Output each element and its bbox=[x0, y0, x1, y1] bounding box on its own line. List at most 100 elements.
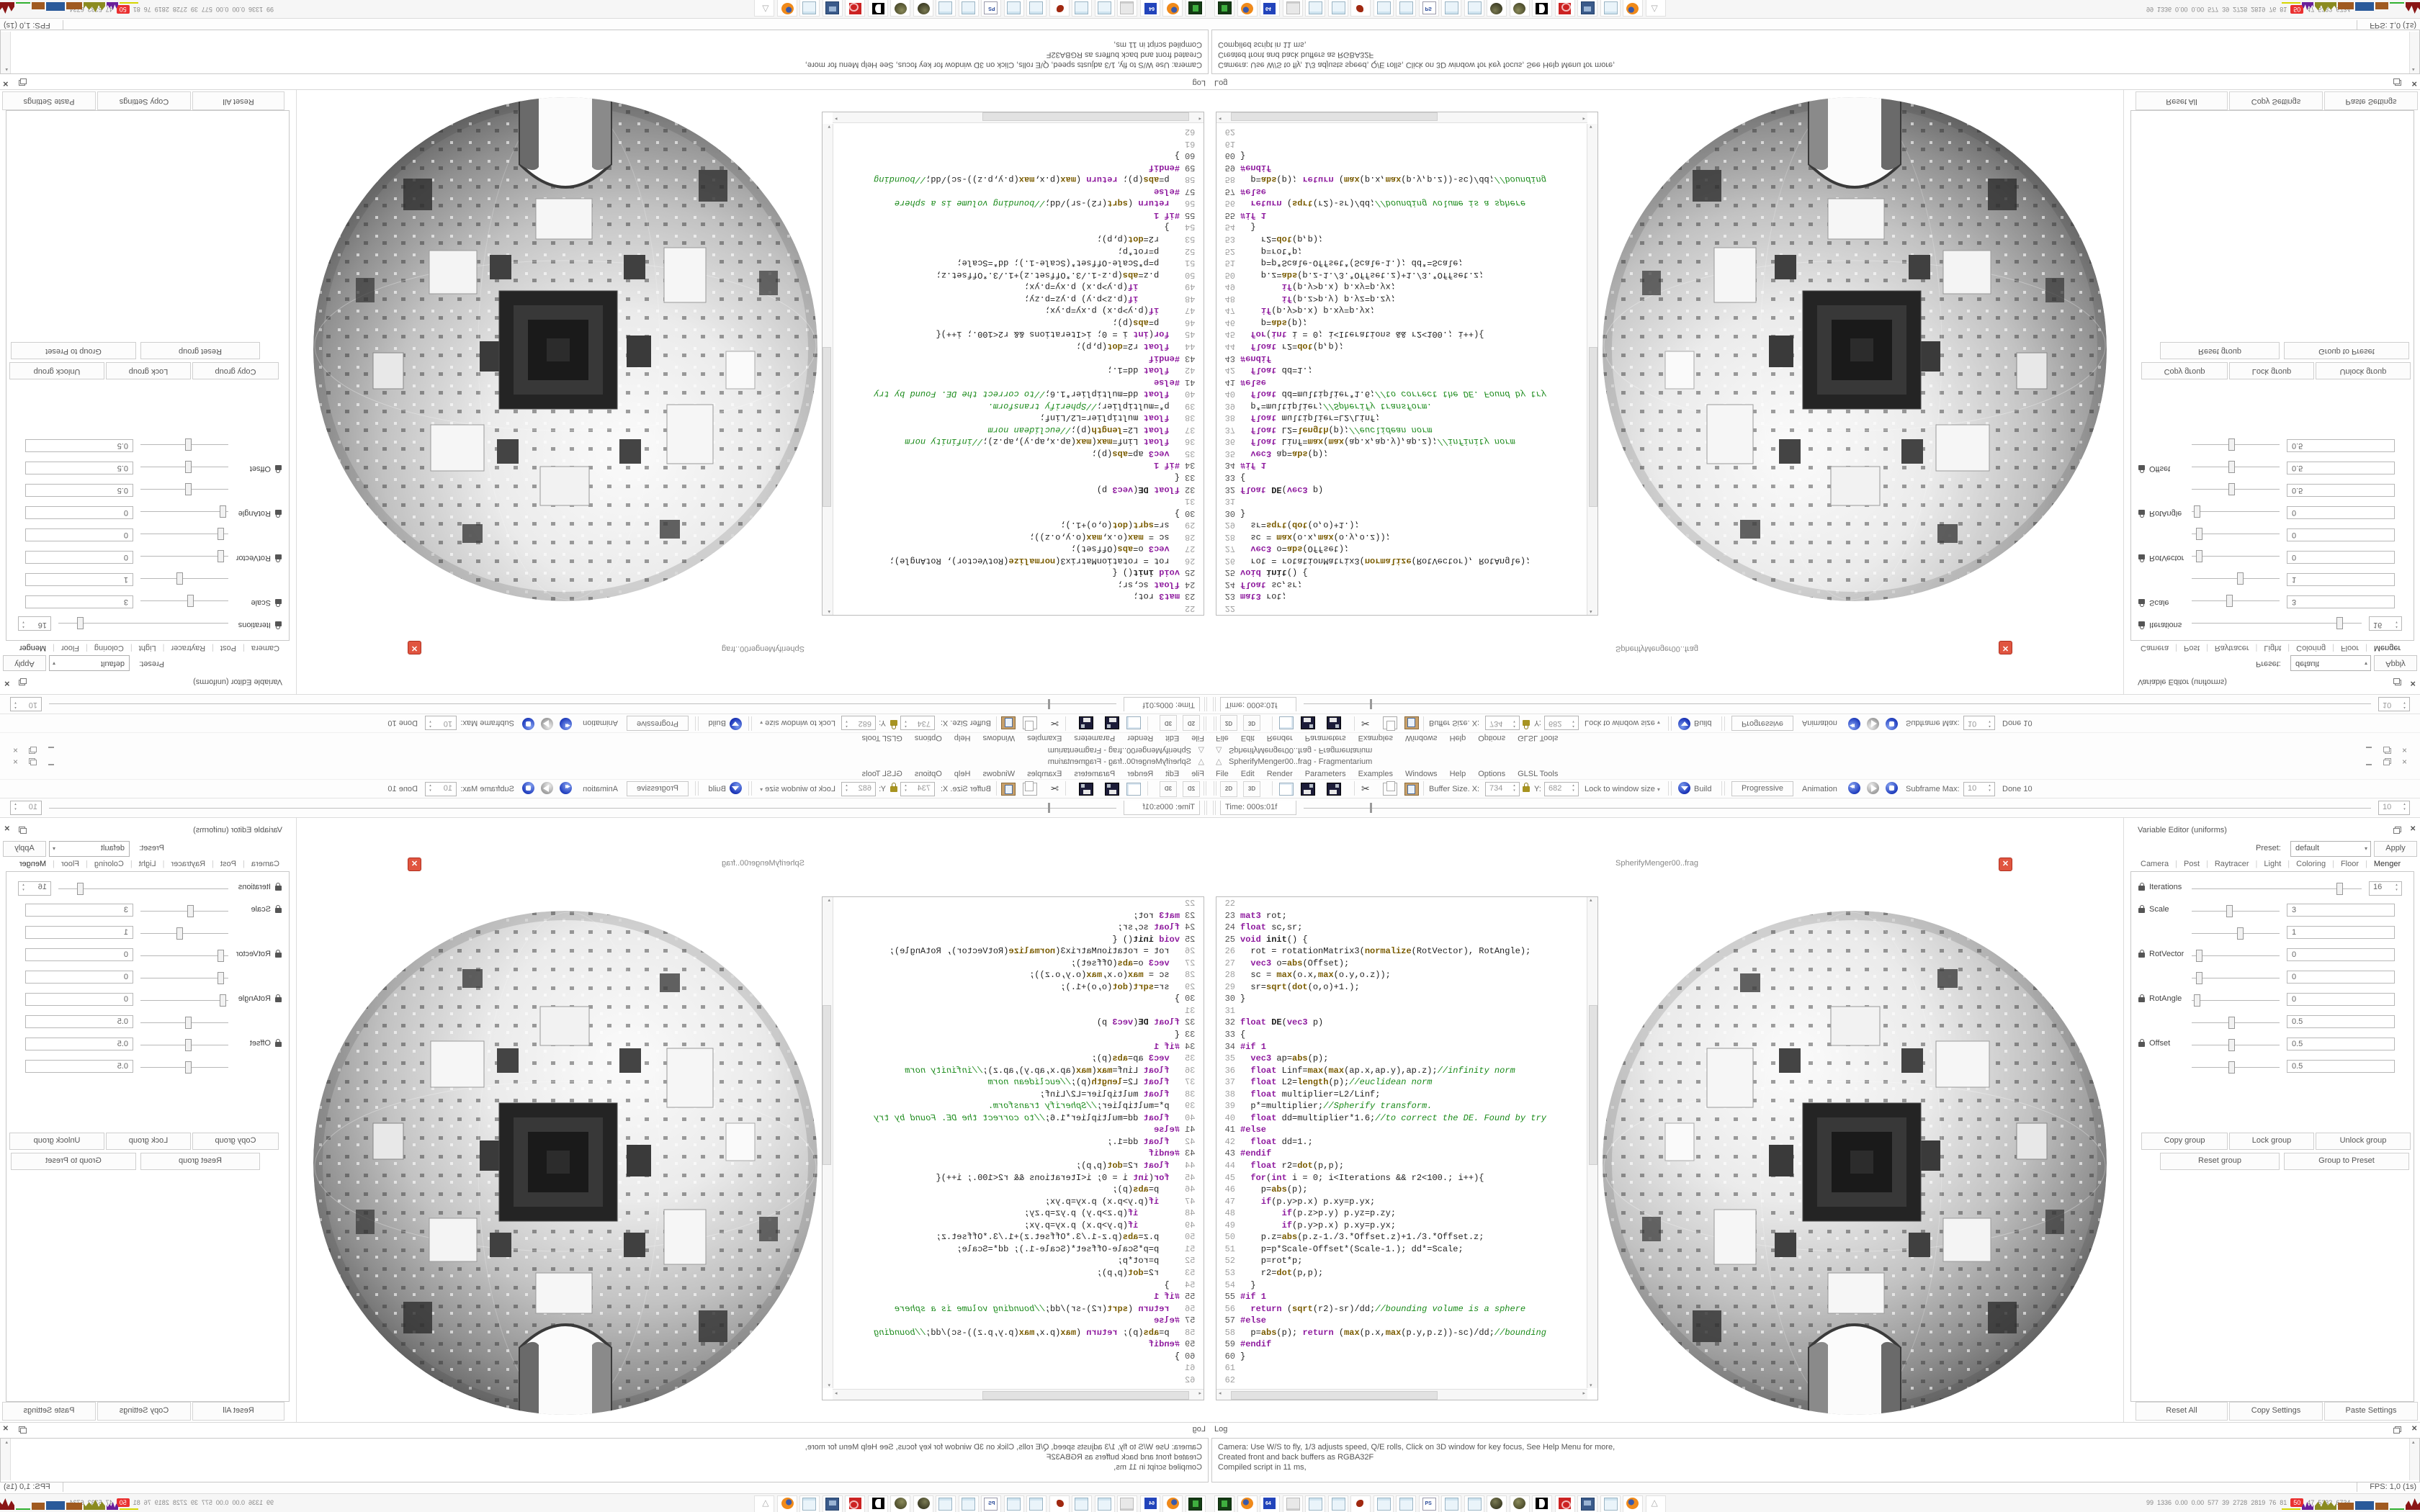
slider-handle[interactable] bbox=[2196, 950, 2202, 962]
build-icon[interactable] bbox=[1678, 718, 1690, 730]
launcher-notepad-icon[interactable] bbox=[1026, 0, 1047, 17]
ve-value-field[interactable]: 1 bbox=[2287, 573, 2395, 586]
build-button[interactable]: Build bbox=[708, 719, 726, 727]
lock-aspect-icon[interactable] bbox=[1523, 720, 1530, 726]
launcher-notepad-icon[interactable] bbox=[799, 0, 820, 17]
ve-value-field[interactable]: 3 bbox=[2287, 904, 2395, 917]
time-frame-spinner[interactable]: 10 bbox=[2378, 697, 2410, 711]
copy-icon[interactable] bbox=[1023, 716, 1037, 729]
reset-group-button[interactable]: Reset group bbox=[140, 1153, 260, 1170]
slider-handle[interactable] bbox=[220, 505, 226, 518]
slider-handle[interactable] bbox=[2228, 461, 2235, 473]
slider-handle[interactable] bbox=[2226, 595, 2233, 607]
ve-value-field[interactable]: 0 bbox=[2287, 528, 2395, 541]
launcher-red-badge-icon[interactable] bbox=[1554, 1495, 1575, 1512]
launcher-notepad-icon[interactable] bbox=[1305, 1495, 1325, 1512]
slider-track[interactable] bbox=[2192, 955, 2280, 956]
paste-icon[interactable] bbox=[1001, 716, 1016, 729]
subframe-max-spinner[interactable]: 10 bbox=[425, 716, 457, 730]
launcher-notepad-icon[interactable] bbox=[1004, 1495, 1024, 1512]
ve-value-field[interactable]: 0 bbox=[25, 551, 133, 564]
launcher-firefox-icon[interactable] bbox=[777, 1495, 797, 1512]
copy-group-button[interactable]: Copy group bbox=[192, 362, 279, 379]
slider-track[interactable] bbox=[58, 888, 228, 889]
close-tab-icon[interactable]: ✕ bbox=[408, 641, 421, 654]
slider-handle[interactable] bbox=[218, 528, 224, 540]
3d-view-button[interactable]: 3D bbox=[1160, 781, 1177, 797]
slider-handle[interactable] bbox=[2196, 550, 2202, 562]
launcher-dark-orb-icon[interactable] bbox=[913, 0, 933, 17]
copy-settings-button[interactable]: Copy Settings bbox=[97, 1402, 191, 1421]
dock-float-icon[interactable] bbox=[18, 677, 28, 687]
slider-track[interactable] bbox=[140, 489, 228, 490]
launcher-notepad-icon[interactable] bbox=[1396, 0, 1416, 17]
lock-group-button[interactable]: Lock group bbox=[106, 1133, 191, 1150]
slider-handle[interactable] bbox=[2194, 505, 2200, 518]
3d-view-button[interactable]: 3D bbox=[1243, 715, 1260, 731]
launcher-terminal-icon[interactable] bbox=[1214, 0, 1234, 17]
lock-icon[interactable] bbox=[2138, 510, 2145, 515]
slider-handle[interactable] bbox=[187, 595, 194, 607]
ve-value-field[interactable]: 0.5 bbox=[2287, 462, 2395, 474]
buffer-y-spinner[interactable]: 682 bbox=[1544, 716, 1579, 730]
group-to-preset-button[interactable]: Group to Preset bbox=[2284, 1153, 2409, 1170]
launcher-notepad-icon[interactable] bbox=[1026, 1495, 1047, 1512]
launcher-fragmentarium-icon[interactable] bbox=[1645, 1495, 1666, 1512]
launcher-swirl-icon[interactable] bbox=[1532, 1495, 1552, 1512]
copy-settings-button[interactable]: Copy Settings bbox=[97, 91, 191, 110]
lock-aspect-icon[interactable] bbox=[890, 720, 897, 726]
dock-close-icon[interactable] bbox=[1, 677, 12, 687]
launcher-olive-orb-icon[interactable] bbox=[890, 0, 911, 17]
subframe-max-spinner[interactable]: 10 bbox=[425, 782, 457, 796]
paste-settings-button[interactable]: Paste Settings bbox=[2, 1402, 96, 1421]
ve-tab-light[interactable]: Light bbox=[138, 860, 156, 868]
lock-icon[interactable] bbox=[2138, 883, 2145, 891]
menu-options[interactable]: Options bbox=[1478, 734, 1506, 743]
copy-group-button[interactable]: Copy group bbox=[2141, 362, 2228, 379]
animation-mode-button[interactable]: Animation bbox=[583, 785, 618, 793]
ve-value-field[interactable]: 1 bbox=[25, 573, 133, 586]
launcher-document-icon[interactable] bbox=[1282, 0, 1303, 17]
slider-track[interactable] bbox=[2192, 600, 2280, 601]
build-button[interactable]: Build bbox=[708, 785, 726, 793]
slider-handle[interactable] bbox=[2226, 905, 2233, 917]
ve-tab-camera[interactable]: Camera bbox=[251, 644, 279, 652]
launcher-olive-orb-icon[interactable] bbox=[1509, 0, 1530, 17]
launcher-notepad-icon[interactable] bbox=[1373, 0, 1394, 17]
slider-handle[interactable] bbox=[2228, 1061, 2235, 1074]
ve-tab-coloring[interactable]: Coloring bbox=[2296, 860, 2326, 868]
stop-button[interactable] bbox=[522, 718, 534, 730]
log-output[interactable]: Camera: Use W/S to fly, 1/3 adjusts spee… bbox=[0, 30, 1209, 74]
launcher-red-badge-icon[interactable] bbox=[845, 1495, 866, 1512]
paste-settings-button[interactable]: Paste Settings bbox=[2, 91, 96, 110]
ve-tab-floor[interactable]: Floor bbox=[2340, 860, 2360, 868]
unlock-group-button[interactable]: Unlock group bbox=[9, 362, 104, 379]
ve-value-field[interactable]: 0.5 bbox=[25, 1060, 133, 1073]
ve-value-field[interactable]: 1 bbox=[25, 926, 133, 939]
launcher-firefox-icon[interactable] bbox=[1162, 1495, 1183, 1512]
ve-tab-floor[interactable]: Floor bbox=[60, 644, 80, 652]
ve-spinbox[interactable]: 16 bbox=[18, 616, 51, 631]
lock-icon[interactable] bbox=[2138, 599, 2145, 604]
launcher-notepad-icon[interactable] bbox=[799, 1495, 820, 1512]
play-button[interactable] bbox=[541, 782, 553, 794]
menu-parameters[interactable]: Parameters bbox=[1304, 734, 1346, 743]
restore-button[interactable] bbox=[2380, 745, 2393, 755]
2d-view-button[interactable]: 2D bbox=[1220, 715, 1237, 731]
launcher-swirl-icon[interactable] bbox=[868, 0, 888, 17]
log-output[interactable]: Camera: Use W/S to fly, 1/3 adjusts spee… bbox=[0, 1438, 1209, 1482]
ve-tab-floor[interactable]: Floor bbox=[2340, 644, 2360, 652]
slider-handle[interactable] bbox=[77, 617, 84, 629]
launcher-paint-splat-icon[interactable] bbox=[1049, 1495, 1070, 1512]
animation-mode-button[interactable]: Animation bbox=[1802, 719, 1837, 727]
log-close-icon[interactable] bbox=[2410, 77, 2420, 87]
preset-combo[interactable]: default ▾ bbox=[2290, 841, 2371, 857]
progressive-mode-button[interactable]: Progressive bbox=[1731, 781, 1793, 796]
slider-track[interactable] bbox=[140, 933, 228, 934]
rewind-button[interactable] bbox=[560, 718, 572, 730]
progressive-mode-button[interactable]: Progressive bbox=[1731, 716, 1793, 731]
ve-value-field[interactable]: 0 bbox=[2287, 551, 2395, 564]
editor-vertical-scrollbar[interactable] bbox=[1587, 124, 1597, 615]
reset-all-button[interactable]: Reset All bbox=[2136, 1402, 2228, 1421]
close-tab-icon[interactable]: ✕ bbox=[408, 858, 421, 871]
